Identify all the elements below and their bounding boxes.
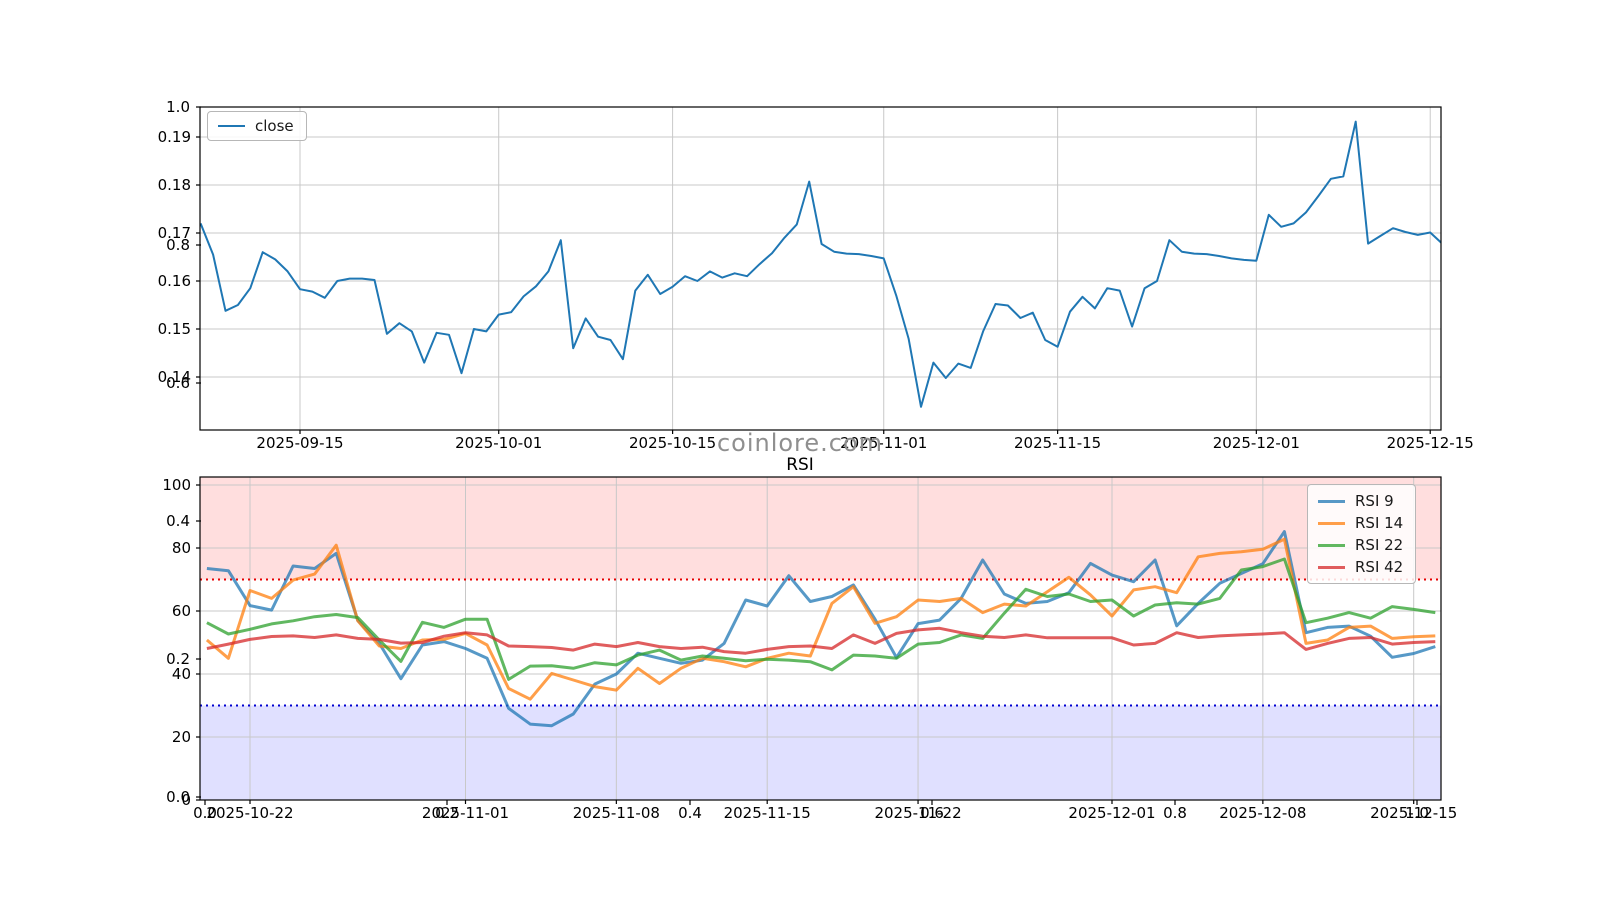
y-axis-tick-label: 40: [172, 665, 191, 683]
legend-item-close: close: [218, 115, 294, 137]
price-chart-frame: [199, 106, 1442, 431]
y-axis-tick-label: 0.16: [158, 272, 191, 290]
overlay-y-tick-label: 0.2: [166, 650, 190, 668]
x-axis-tick-label: 2025-09-15: [256, 434, 343, 452]
legend-item-rsi-14: RSI 14: [1318, 512, 1403, 534]
legend-item-rsi-22: RSI 22: [1318, 534, 1403, 556]
overlay-x-tick-label: 1.0: [1405, 804, 1429, 822]
y-axis-tick-label: 80: [172, 539, 191, 557]
x-axis-tick-label: 2025-11-01: [840, 434, 927, 452]
series-line-rsi-9: [206, 530, 1436, 728]
price-legend: close: [207, 111, 307, 141]
x-axis-tick-label: 2025-12-15: [1387, 434, 1474, 452]
y-axis-tick-label: 100: [162, 476, 191, 494]
rsi-42-line-swatch-icon: [1318, 565, 1345, 569]
x-axis-tick-label: 2025-12-08: [1219, 804, 1306, 822]
x-axis-tick-label: 2025-11-22: [874, 804, 961, 822]
x-axis-tick-label: 2025-12-01: [1213, 434, 1300, 452]
y-axis-tick-label: 60: [172, 602, 191, 620]
x-axis-tick-label: 2025-10-15: [629, 434, 716, 452]
rsi-chart-frame: [199, 476, 1442, 801]
x-axis-tick-label: 2025-11-08: [573, 804, 660, 822]
rsi-14-line-swatch-icon: [1318, 521, 1345, 525]
overlay-y-tick-label: 0.8: [166, 236, 190, 254]
y-axis-tick-label: 0.15: [158, 320, 191, 338]
series-line-close: [200, 120, 1441, 408]
rsi-legend: RSI 9 RSI 14 RSI 22 RSI 42: [1307, 484, 1417, 584]
overlay-x-tick-label: 0.4: [678, 804, 702, 822]
close-line-swatch-icon: [218, 125, 245, 127]
y-axis-tick-label: 0: [181, 791, 191, 809]
x-axis-tick-label: 2025-11-01: [422, 804, 509, 822]
legend-item-rsi-42: RSI 42: [1318, 556, 1403, 578]
y-axis-tick-label: 0.18: [158, 176, 191, 194]
y-axis-tick-label: 20: [172, 728, 191, 746]
y-axis-tick-label: 0.14: [158, 368, 191, 386]
watermark: coinlore.com: [716, 429, 884, 457]
legend-label: RSI 42: [1355, 558, 1404, 576]
overlay-y-tick-label: 1.0: [166, 98, 190, 116]
series-line-rsi-42: [206, 626, 1436, 655]
x-axis-tick-label: 2025-11-15: [1014, 434, 1101, 452]
legend-label: RSI 9: [1355, 492, 1394, 510]
overlay-x-tick-label: 0.6: [920, 804, 944, 822]
x-axis-tick-label: 2025-11-15: [724, 804, 811, 822]
legend-label: RSI 22: [1355, 536, 1404, 554]
legend-item-rsi-9: RSI 9: [1318, 490, 1403, 512]
legend-label: RSI 14: [1355, 514, 1404, 532]
overlay-y-tick-label: 0.4: [166, 512, 190, 530]
x-axis-tick-label: 2025-12-15: [1370, 804, 1457, 822]
legend-label-close: close: [255, 117, 294, 135]
x-axis-tick-label: 2025-10-01: [455, 434, 542, 452]
oversold-band: [200, 705, 1441, 800]
y-axis-tick-label: 0.17: [158, 224, 191, 242]
overlay-y-tick-label: 0.0: [166, 788, 190, 806]
overlay-y-tick-label: 0.6: [166, 374, 190, 392]
rsi-9-line-swatch-icon: [1318, 499, 1345, 503]
x-axis-tick-label: 2025-10-22: [206, 804, 293, 822]
x-axis-tick-label: 2025-12-01: [1068, 804, 1155, 822]
overlay-x-tick-label: 0.8: [1163, 804, 1187, 822]
overlay-x-tick-label: 0.0: [193, 804, 217, 822]
rsi-22-line-swatch-icon: [1318, 543, 1345, 547]
rsi-chart-title: RSI: [786, 455, 814, 475]
overbought-band: [200, 477, 1441, 580]
y-axis-tick-label: 0.19: [158, 128, 191, 146]
overlay-x-tick-label: 0.2: [435, 804, 459, 822]
